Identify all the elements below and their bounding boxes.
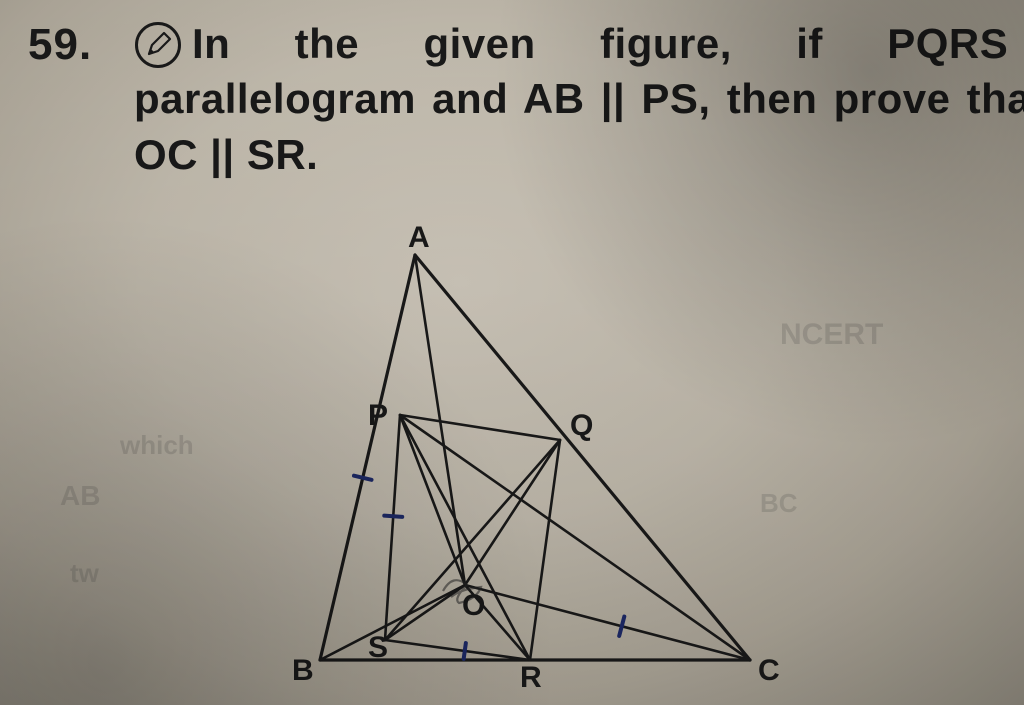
smudge-text: AB: [60, 480, 100, 512]
point-label-C: C: [758, 654, 780, 687]
point-label-Q: Q: [570, 409, 593, 442]
pencil-circle-icon: [135, 22, 181, 68]
point-label-B: B: [292, 654, 314, 687]
question-line-1: In the given figure, if PQRS is a: [192, 16, 1012, 71]
point-label-R: R: [520, 661, 542, 694]
question-number: 59.: [28, 20, 92, 70]
question-line-2: parallelogram and AB || PS, then prove t…: [134, 71, 954, 126]
page: 59. In the given figure, if PQRS is a pa…: [0, 0, 1024, 705]
point-label-P: P: [368, 399, 388, 432]
geometry-figure: A B C P Q S R O: [230, 225, 790, 695]
smudge-text: which: [120, 430, 194, 461]
question-line-3: OC || SR.: [134, 127, 954, 182]
point-label-A: A: [408, 225, 430, 254]
smudge-text: NCERT: [780, 318, 883, 352]
question-text: In the given figure, if PQRS is a parall…: [192, 16, 1012, 182]
point-label-S: S: [368, 631, 388, 664]
smudge-text: tw: [70, 558, 99, 589]
point-label-O: O: [462, 589, 485, 622]
